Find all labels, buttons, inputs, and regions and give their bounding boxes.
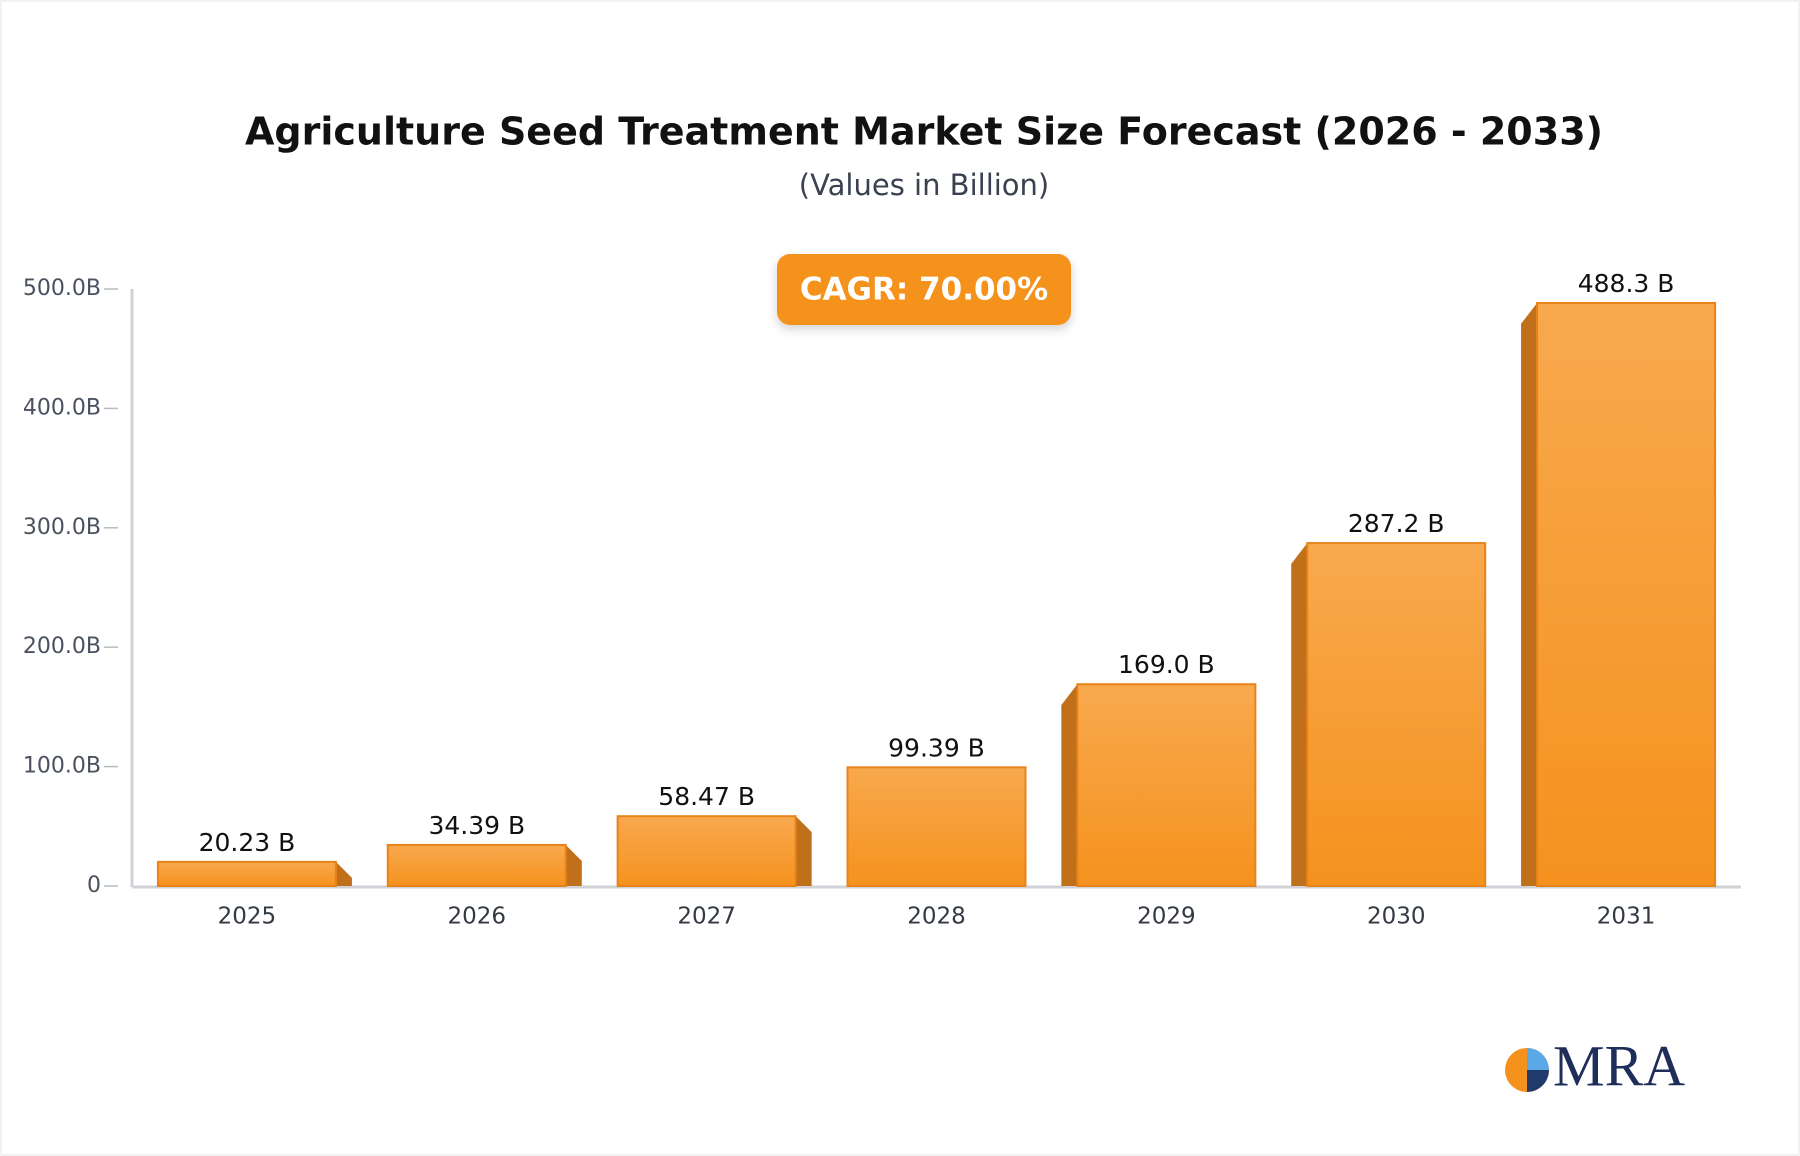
- logo-text: MRA: [1553, 1033, 1685, 1098]
- y-tick-label: 200.0B: [23, 634, 101, 659]
- bar: [1306, 542, 1487, 887]
- bar: [616, 815, 797, 888]
- cagr-badge: CAGR: 70.00%: [777, 254, 1071, 325]
- bar: [1536, 301, 1717, 887]
- bar: [386, 843, 567, 888]
- x-tick-label: 2025: [218, 904, 277, 930]
- x-tick-label: 2031: [1597, 904, 1656, 930]
- cagr-label: CAGR: 70.00%: [800, 272, 1048, 308]
- cagr-box: [777, 254, 1071, 325]
- x-tick-label: 2029: [1137, 904, 1196, 930]
- y-tick-label: 0: [87, 873, 101, 898]
- x-tick-label: 2027: [677, 904, 736, 930]
- bar: [846, 766, 1027, 888]
- y-tick-label: 100.0B: [23, 754, 101, 779]
- y-tick-label: 300.0B: [23, 515, 101, 540]
- value-label: 34.39 B: [428, 811, 525, 840]
- value-label: 58.47 B: [658, 782, 755, 811]
- logo-icon-slice: [1527, 1048, 1549, 1070]
- bar: [1076, 683, 1257, 887]
- x-tick-label: 2026: [448, 904, 507, 930]
- chart-title: Agriculture Seed Treatment Market Size F…: [245, 110, 1603, 154]
- value-label: 488.3 B: [1578, 269, 1675, 298]
- bar-side: [565, 844, 582, 886]
- value-label: 99.39 B: [888, 733, 985, 762]
- value-label: 169.0 B: [1118, 650, 1215, 679]
- x-tick-label: 2028: [907, 904, 966, 930]
- y-tick-label: 500.0B: [23, 276, 101, 301]
- logo: MRA: [1505, 1033, 1685, 1098]
- bar-side: [795, 816, 812, 886]
- bar-side: [335, 861, 352, 886]
- bar: [156, 860, 337, 888]
- chart-subtitle: (Values in Billion): [799, 168, 1050, 202]
- bar-side: [1061, 684, 1078, 886]
- bar-side: [1521, 302, 1538, 886]
- y-tick-label: 400.0B: [23, 395, 101, 420]
- bar-side: [1291, 543, 1308, 886]
- logo-icon-slice: [1527, 1070, 1549, 1092]
- value-label: 20.23 B: [199, 828, 296, 857]
- x-tick-label: 2030: [1367, 904, 1426, 930]
- value-label: 287.2 B: [1348, 509, 1445, 538]
